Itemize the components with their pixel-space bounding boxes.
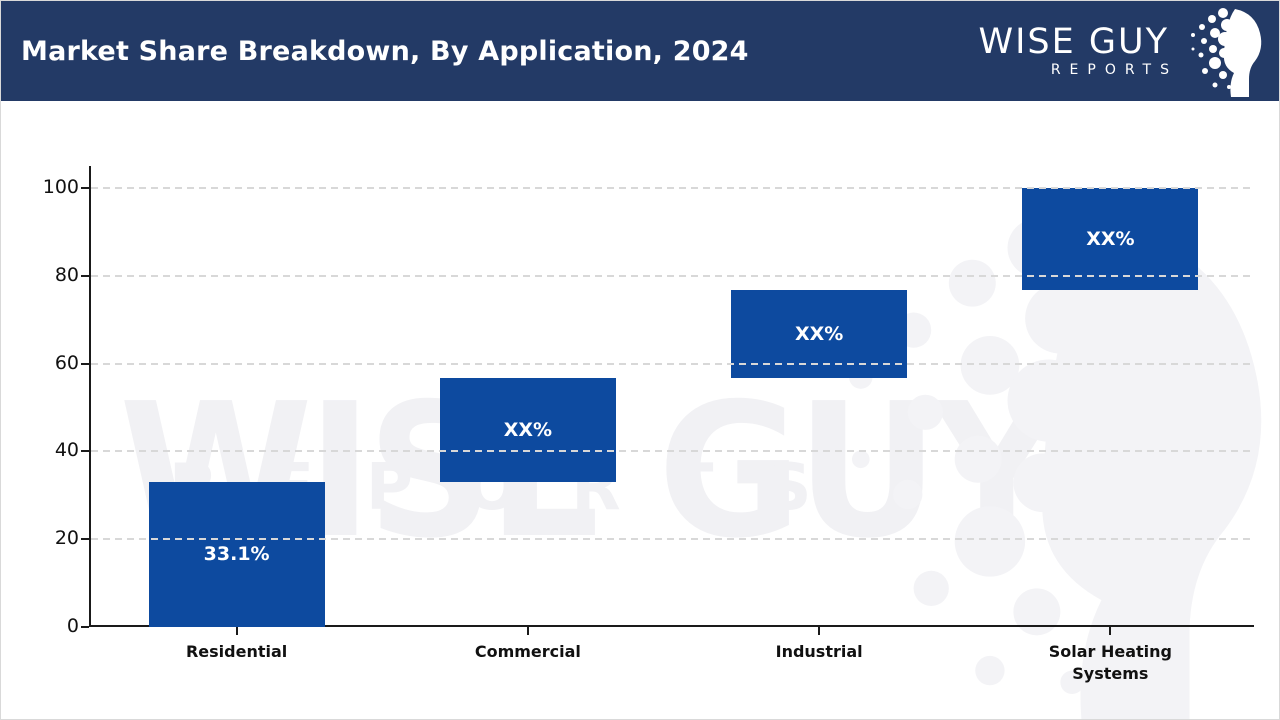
y-tick-mark (81, 186, 89, 189)
bar-commercial: XX% (439, 378, 616, 482)
logo-text: WISE GUY REPORTS (978, 21, 1169, 78)
gridline-y-40 (91, 450, 1254, 453)
x-tick-label: Commercial (474, 642, 581, 661)
y-tick-mark (81, 538, 89, 541)
chart-title: Market Share Breakdown, By Application, … (21, 35, 749, 67)
x-tick-mark (1109, 627, 1112, 635)
bar-solar-heating-systems: XX% (1022, 187, 1199, 290)
y-tick-label: 80 (54, 263, 79, 286)
bar-residential: 33.1% (148, 481, 325, 627)
y-tick-label: 40 (54, 439, 79, 462)
y-tick-mark (81, 626, 89, 628)
y-tick-mark (81, 450, 89, 453)
bar-value-label: XX% (1086, 227, 1135, 250)
gridline-y-80 (91, 274, 1254, 277)
x-tick-mark (526, 627, 529, 635)
header-banner: Market Share Breakdown, By Application, … (1, 1, 1279, 101)
x-tick-mark (818, 627, 821, 635)
bar-industrial: XX% (731, 289, 908, 379)
logo-wordmark: WISE GUY (978, 21, 1169, 62)
y-tick-label: 60 (54, 351, 79, 374)
watermark-head-icon (849, 218, 1262, 719)
gridline-y-100 (91, 186, 1254, 189)
gridline-y-20 (91, 538, 1254, 541)
logo-head-icon (1191, 8, 1262, 97)
logo-subtext: REPORTS (1050, 62, 1178, 79)
y-tick-mark (81, 362, 89, 365)
y-tick-label: 0 (66, 615, 79, 637)
y-tick-label: 20 (54, 527, 79, 550)
y-tick-label: 100 (42, 175, 79, 198)
y-tick-mark (81, 274, 89, 277)
gridline-y-60 (91, 362, 1254, 365)
x-tick-mark (235, 627, 238, 635)
plot-area: 33.1% Residential XX% Commercial XX% Industri… (43, 166, 1254, 683)
chart-area: WISE GUY REPORTS 33.1% Residential XX% Comm… (1, 101, 1279, 719)
x-tick-label: Residential (185, 642, 288, 661)
bar-value-label: 33.1% (203, 543, 270, 566)
x-tick-label: Industrial (775, 642, 863, 661)
wiseguy-logo: WISE GUY REPORTS (978, 5, 1279, 97)
bar-value-label: XX% (503, 418, 553, 441)
bar-value-label: XX% (794, 322, 844, 345)
x-tick-label: Solar Heating Systems (1048, 642, 1173, 683)
